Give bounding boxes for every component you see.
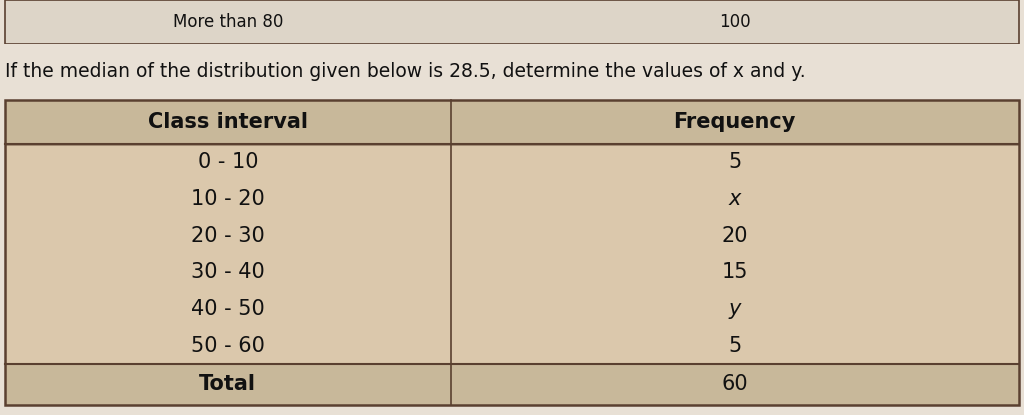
Text: 5: 5 bbox=[728, 336, 741, 356]
Bar bbox=[5, 364, 1019, 405]
Bar bbox=[5, 254, 1019, 290]
Text: Class interval: Class interval bbox=[147, 112, 308, 132]
Text: 100: 100 bbox=[719, 13, 751, 31]
Text: x: x bbox=[728, 189, 741, 209]
Text: Frequency: Frequency bbox=[674, 112, 796, 132]
Text: If the median of the distribution given below is 28.5, determine the values of x: If the median of the distribution given … bbox=[5, 62, 806, 81]
Bar bbox=[5, 290, 1019, 327]
Text: 40 - 50: 40 - 50 bbox=[190, 299, 265, 319]
Text: 10 - 20: 10 - 20 bbox=[190, 189, 265, 209]
Text: 30 - 40: 30 - 40 bbox=[190, 262, 265, 282]
Bar bbox=[5, 144, 1019, 181]
Bar bbox=[0, 44, 1024, 100]
Text: y: y bbox=[728, 299, 741, 319]
Text: 20 - 30: 20 - 30 bbox=[190, 226, 265, 246]
Text: 20: 20 bbox=[722, 226, 748, 246]
Text: 0 - 10: 0 - 10 bbox=[198, 152, 258, 172]
Bar bbox=[5, 181, 1019, 217]
Bar bbox=[5, 327, 1019, 364]
Bar bbox=[5, 100, 1019, 405]
Bar bbox=[5, 217, 1019, 254]
Text: 60: 60 bbox=[721, 374, 749, 394]
Text: 50 - 60: 50 - 60 bbox=[190, 336, 265, 356]
Bar bbox=[5, 100, 1019, 144]
Text: 15: 15 bbox=[722, 262, 748, 282]
Bar bbox=[5, 0, 1019, 44]
Text: 5: 5 bbox=[728, 152, 741, 172]
Text: Total: Total bbox=[200, 374, 256, 394]
Text: More than 80: More than 80 bbox=[173, 13, 283, 31]
